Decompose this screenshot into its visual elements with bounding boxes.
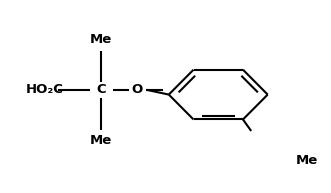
Text: Me: Me xyxy=(90,134,112,147)
Text: Me: Me xyxy=(296,154,318,167)
Text: HO₂C: HO₂C xyxy=(25,83,63,96)
Text: C: C xyxy=(96,83,106,96)
Text: O: O xyxy=(132,83,143,96)
Text: Me: Me xyxy=(90,32,112,46)
